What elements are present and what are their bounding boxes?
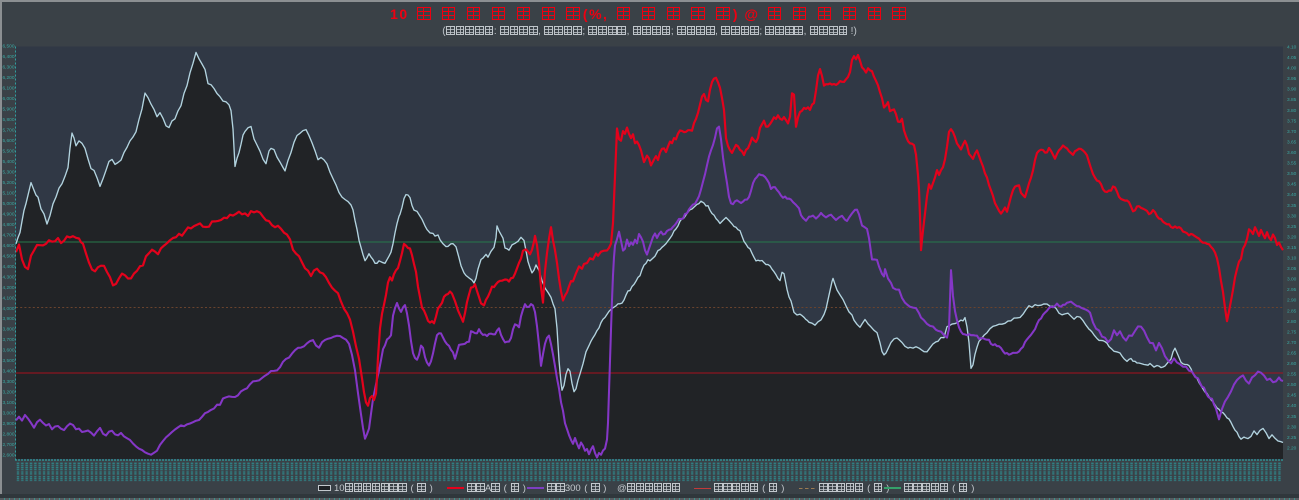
svg-text:3.35: 3.35	[1287, 203, 1297, 209]
svg-text:3.25: 3.25	[1287, 224, 1297, 230]
svg-text:5,500: 5,500	[3, 148, 15, 154]
svg-text:3.80: 3.80	[1287, 108, 1297, 114]
svg-text:3.60: 3.60	[1287, 150, 1297, 156]
svg-text:3,800: 3,800	[3, 327, 15, 333]
svg-text:6,500: 6,500	[3, 44, 15, 50]
svg-text:2.30: 2.30	[1287, 424, 1297, 430]
svg-text:5,000: 5,000	[3, 201, 15, 207]
svg-text:3.45: 3.45	[1287, 182, 1297, 188]
svg-text:2.65: 2.65	[1287, 351, 1297, 357]
svg-text:3,200: 3,200	[3, 390, 15, 396]
svg-text:4,100: 4,100	[3, 295, 15, 301]
svg-text:6,300: 6,300	[3, 65, 15, 71]
svg-text:6,200: 6,200	[3, 75, 15, 81]
svg-text:3.40: 3.40	[1287, 192, 1297, 198]
svg-text:3,500: 3,500	[3, 358, 15, 364]
svg-text:2.85: 2.85	[1287, 308, 1297, 314]
svg-text:3.30: 3.30	[1287, 213, 1297, 219]
svg-text:2,700: 2,700	[3, 442, 15, 448]
svg-text:3.65: 3.65	[1287, 139, 1297, 145]
svg-text:5,200: 5,200	[3, 180, 15, 186]
svg-text:4.00: 4.00	[1287, 66, 1297, 72]
svg-text:3.70: 3.70	[1287, 129, 1297, 135]
svg-text:4,500: 4,500	[3, 253, 15, 259]
svg-text:3,100: 3,100	[3, 400, 15, 406]
svg-text:3,900: 3,900	[3, 316, 15, 322]
svg-text:4,200: 4,200	[3, 285, 15, 291]
svg-text:6,400: 6,400	[3, 54, 15, 60]
svg-text:3.75: 3.75	[1287, 118, 1297, 124]
svg-text:3.55: 3.55	[1287, 161, 1297, 167]
svg-text:5,600: 5,600	[3, 138, 15, 144]
svg-text:2.45: 2.45	[1287, 393, 1297, 399]
svg-text:2.55: 2.55	[1287, 372, 1297, 378]
svg-text:2.40: 2.40	[1287, 403, 1297, 409]
svg-text:4,600: 4,600	[3, 243, 15, 249]
svg-text:2.80: 2.80	[1287, 319, 1297, 325]
svg-text:3,700: 3,700	[3, 337, 15, 343]
svg-text:5,100: 5,100	[3, 190, 15, 196]
svg-text:4.05: 4.05	[1287, 55, 1297, 61]
svg-text:2.20: 2.20	[1287, 445, 1297, 451]
svg-text:4,000: 4,000	[3, 306, 15, 312]
svg-text:3,400: 3,400	[3, 369, 15, 375]
svg-text:5,400: 5,400	[3, 159, 15, 165]
svg-text:3.95: 3.95	[1287, 76, 1297, 82]
svg-text:3,000: 3,000	[3, 411, 15, 417]
svg-text:3,600: 3,600	[3, 348, 15, 354]
svg-text:3.20: 3.20	[1287, 234, 1297, 240]
svg-text:2,800: 2,800	[3, 432, 15, 438]
svg-text:6,000: 6,000	[3, 96, 15, 102]
svg-text:4,700: 4,700	[3, 232, 15, 238]
svg-text:4,400: 4,400	[3, 264, 15, 270]
svg-text:2,600: 2,600	[3, 453, 15, 459]
svg-text:4,900: 4,900	[3, 211, 15, 217]
svg-text:2.50: 2.50	[1287, 382, 1297, 388]
svg-text:6,100: 6,100	[3, 86, 15, 92]
svg-text:4.10: 4.10	[1287, 45, 1297, 51]
svg-text:2.70: 2.70	[1287, 340, 1297, 346]
svg-text:2,900: 2,900	[3, 421, 15, 427]
svg-text:4,300: 4,300	[3, 274, 15, 280]
svg-text:3.90: 3.90	[1287, 87, 1297, 93]
svg-text:5,900: 5,900	[3, 106, 15, 112]
svg-text:2.95: 2.95	[1287, 287, 1297, 293]
svg-text:3.05: 3.05	[1287, 266, 1297, 272]
svg-text:4,800: 4,800	[3, 222, 15, 228]
svg-text:3.00: 3.00	[1287, 277, 1297, 283]
svg-text:2.25: 2.25	[1287, 435, 1297, 441]
svg-text:2.35: 2.35	[1287, 414, 1297, 420]
svg-text:3.50: 3.50	[1287, 171, 1297, 177]
svg-text:2.90: 2.90	[1287, 298, 1297, 304]
svg-text:5,800: 5,800	[3, 117, 15, 123]
svg-text:3.85: 3.85	[1287, 97, 1297, 103]
svg-text:2.75: 2.75	[1287, 329, 1297, 335]
svg-text:3.10: 3.10	[1287, 256, 1297, 262]
svg-text:5,300: 5,300	[3, 169, 15, 175]
svg-text:3.15: 3.15	[1287, 245, 1297, 251]
svg-text:5,700: 5,700	[3, 127, 15, 133]
svg-text:2.60: 2.60	[1287, 361, 1297, 367]
svg-text:3,300: 3,300	[3, 379, 15, 385]
